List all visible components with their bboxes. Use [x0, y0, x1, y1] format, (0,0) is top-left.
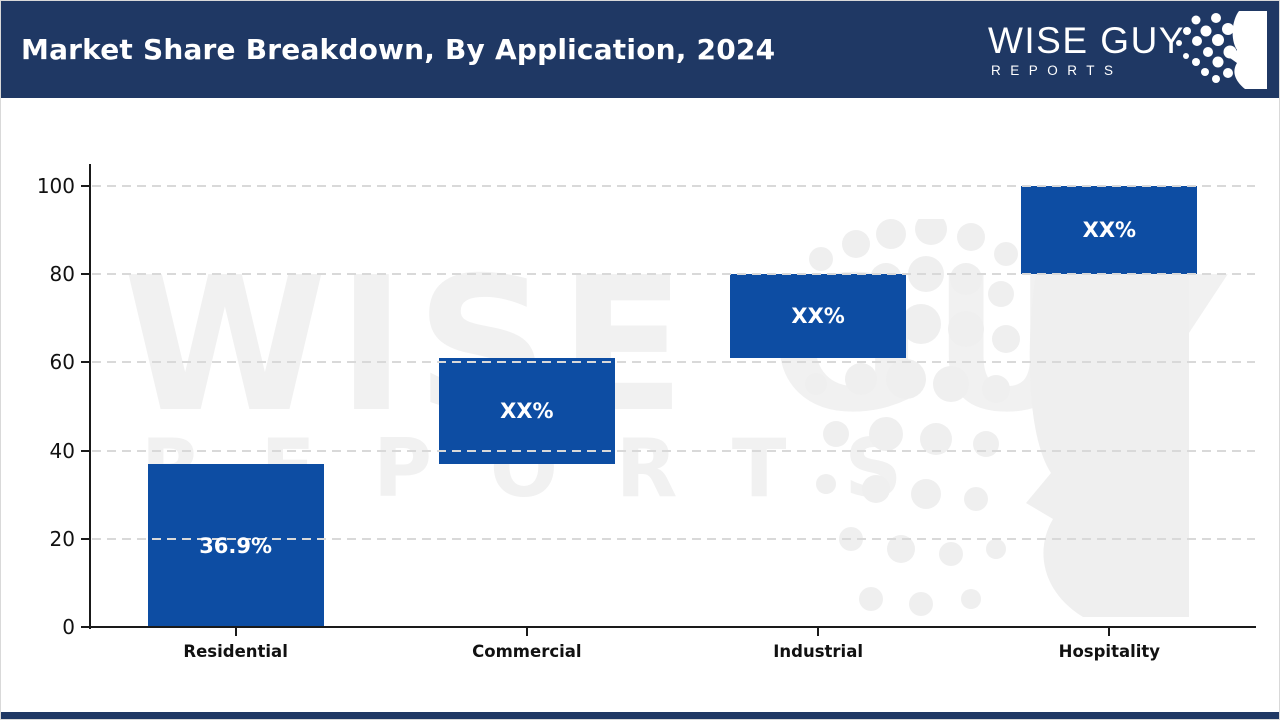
- x-axis-label: Hospitality: [1058, 642, 1161, 661]
- footer-accent-bar: [1, 712, 1279, 719]
- x-tick-mark: [234, 628, 237, 636]
- gridline: [92, 185, 1255, 187]
- gridline: [92, 449, 1255, 452]
- y-tick-mark: [81, 626, 89, 628]
- bar: [1021, 186, 1198, 275]
- bar-value-label: XX%: [500, 399, 554, 424]
- logo-wordmark: WISE GUY: [987, 20, 1185, 61]
- bar: [438, 357, 615, 465]
- y-tick-mark: [81, 185, 89, 187]
- bar: [147, 464, 324, 627]
- x-axis-label: Commercial: [472, 642, 582, 661]
- gridline: [92, 361, 1255, 364]
- y-tick-label: 20: [49, 526, 75, 551]
- x-axis-label: Residential: [183, 642, 288, 661]
- y-tick-label: 40: [49, 438, 75, 463]
- y-tick-label: 100: [36, 174, 75, 198]
- bar-value-label: XX%: [791, 304, 845, 329]
- logo-face-icon: [1176, 11, 1267, 89]
- header-bar: Market Share Breakdown, By Application, …: [1, 1, 1279, 98]
- bar-value-label: 36.9%: [199, 533, 273, 558]
- brand-logo-text: WISE GUY REPORTS: [988, 22, 1185, 78]
- x-tick-mark: [1108, 628, 1111, 636]
- x-axis: [89, 626, 1256, 628]
- y-tick-mark: [81, 537, 89, 540]
- x-tick-mark: [525, 628, 528, 636]
- x-tick-mark: [817, 628, 820, 636]
- y-tick-label: 60: [49, 350, 75, 375]
- logo-subtext: REPORTS: [990, 63, 1123, 78]
- y-tick-label: 80: [49, 262, 75, 287]
- y-axis: [89, 164, 91, 629]
- bar-value-label: XX%: [1082, 218, 1137, 243]
- y-tick-mark: [81, 273, 89, 276]
- y-tick-mark: [81, 361, 89, 364]
- gridline: [92, 537, 1255, 540]
- y-tick-mark: [81, 449, 89, 452]
- brand-logo: WISE GUY REPORTS: [988, 9, 1267, 91]
- gridline: [92, 273, 1255, 276]
- x-axis-label: Industrial: [773, 642, 863, 661]
- page-title: Market Share Breakdown, By Application, …: [21, 33, 776, 66]
- y-tick-label: 0: [62, 615, 75, 639]
- bar: [730, 274, 907, 358]
